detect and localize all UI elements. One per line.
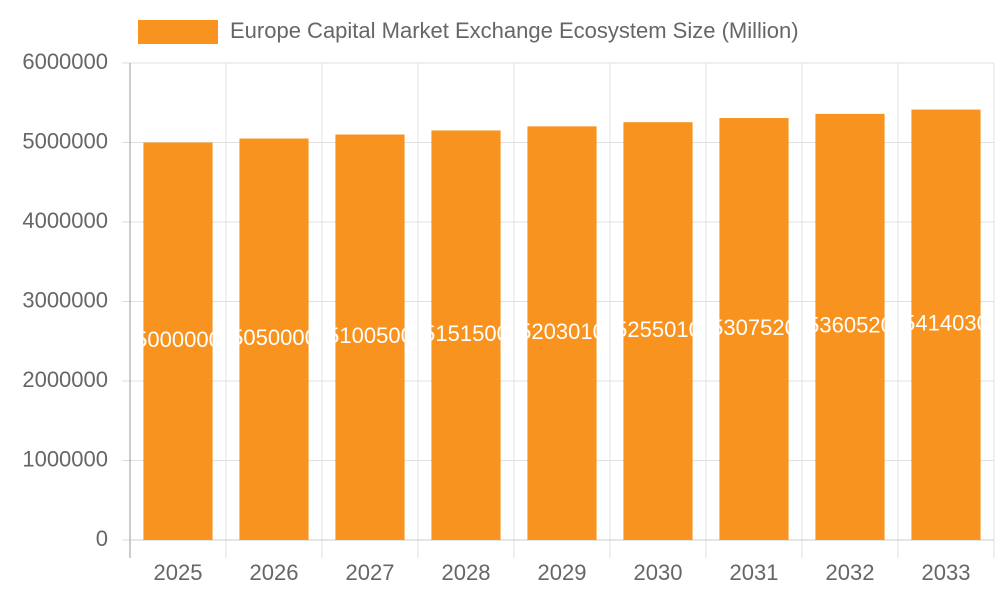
y-tick-label: 5000000: [22, 128, 108, 153]
x-tick-label: 2027: [346, 560, 395, 585]
data-label: 5100500: [327, 323, 413, 348]
bar: [143, 142, 213, 540]
x-tick-label: 2032: [826, 560, 875, 585]
y-tick-label: 1000000: [22, 446, 108, 471]
bar: [815, 113, 885, 541]
data-label: 5360520: [807, 313, 893, 338]
x-tick-label: 2026: [250, 560, 299, 585]
x-tick-label: 2029: [538, 560, 587, 585]
bar: [431, 130, 501, 540]
data-label: 5000000: [135, 327, 221, 352]
data-label: 5050000: [231, 325, 317, 350]
y-tick-label: 6000000: [22, 49, 108, 74]
x-tick-label: 2025: [154, 560, 203, 585]
bar: [911, 109, 981, 540]
bar: [623, 122, 693, 540]
y-tick-label: 3000000: [22, 287, 108, 312]
legend-swatch: [138, 20, 218, 44]
bar: [527, 126, 597, 540]
x-tick-label: 2030: [634, 560, 683, 585]
bar: [239, 138, 309, 540]
y-tick-label: 4000000: [22, 208, 108, 233]
data-label: 5255010: [615, 317, 701, 342]
data-label: 5203010: [519, 319, 605, 344]
bar: [335, 134, 405, 540]
data-label: 5307520: [711, 315, 797, 340]
y-tick-label: 2000000: [22, 367, 108, 392]
x-tick-label: 2033: [922, 560, 971, 585]
data-label: 5151500: [423, 321, 509, 346]
bar: [719, 118, 789, 541]
legend-label: Europe Capital Market Exchange Ecosystem…: [230, 18, 799, 43]
y-tick-label: 0: [96, 526, 108, 551]
data-label: 5414030: [903, 311, 989, 336]
x-tick-label: 2031: [730, 560, 779, 585]
x-tick-label: 2028: [442, 560, 491, 585]
